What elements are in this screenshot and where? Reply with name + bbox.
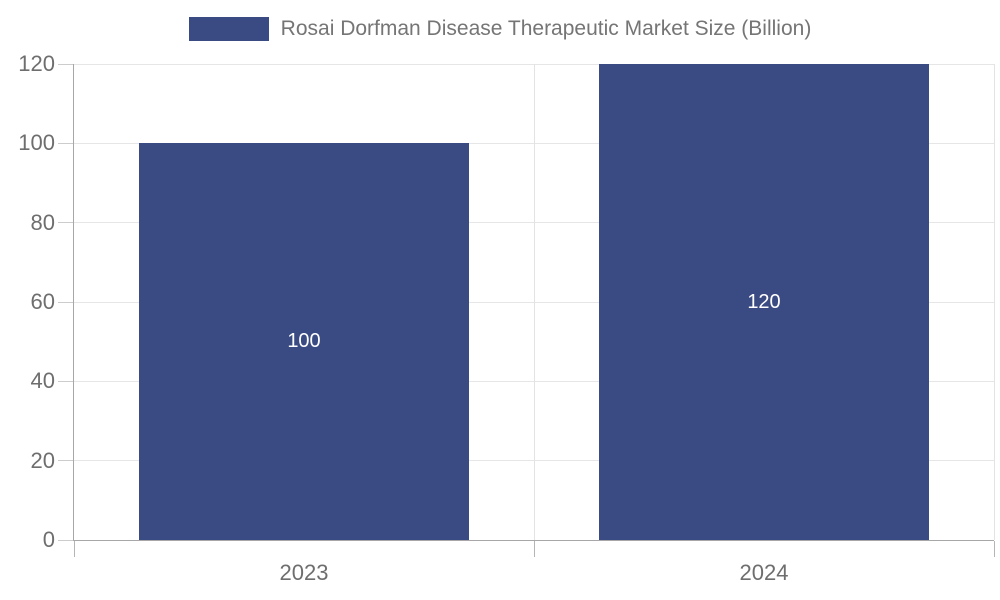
- x-axis-category-label: 2024: [739, 560, 789, 585]
- y-axis-tick: [58, 63, 73, 65]
- plot-area: 0 20 40 60 80 100 120 100 2023 120 2024: [18, 51, 995, 585]
- y-axis-tick: [58, 380, 73, 382]
- y-axis-tick-label: 80: [30, 209, 55, 235]
- gridline-vertical: [533, 64, 535, 540]
- x-axis-category-label: 2023: [279, 560, 329, 585]
- gridline-vertical: [993, 64, 995, 540]
- y-axis-tick: [58, 142, 73, 144]
- legend-label: Rosai Dorfman Disease Therapeutic Market…: [280, 17, 812, 40]
- bar-2024: 120: [599, 64, 929, 540]
- y-axis-tick-label: 40: [30, 368, 55, 394]
- y-axis-tick: [58, 460, 73, 462]
- legend-swatch: [188, 17, 269, 41]
- y-axis-tick: [58, 301, 73, 303]
- bar-value-label: 120: [747, 290, 781, 313]
- y-axis-tick-label: 120: [18, 51, 55, 76]
- bar-value-label: 100: [287, 330, 321, 353]
- y-axis-tick: [58, 539, 73, 541]
- bar-2023: 100: [139, 143, 469, 540]
- y-axis-tick-label: 0: [42, 527, 55, 552]
- x-axis-tick: [993, 541, 995, 557]
- y-axis-tick-label: 60: [30, 289, 55, 314]
- x-axis-tick: [533, 541, 535, 557]
- y-axis-tick: [58, 222, 73, 224]
- y-axis-tick-label: 100: [18, 130, 55, 156]
- x-axis-tick: [73, 541, 75, 557]
- legend-item[interactable]: Rosai Dorfman Disease Therapeutic Market…: [0, 17, 1000, 41]
- y-axis-tick-label: 20: [30, 447, 55, 473]
